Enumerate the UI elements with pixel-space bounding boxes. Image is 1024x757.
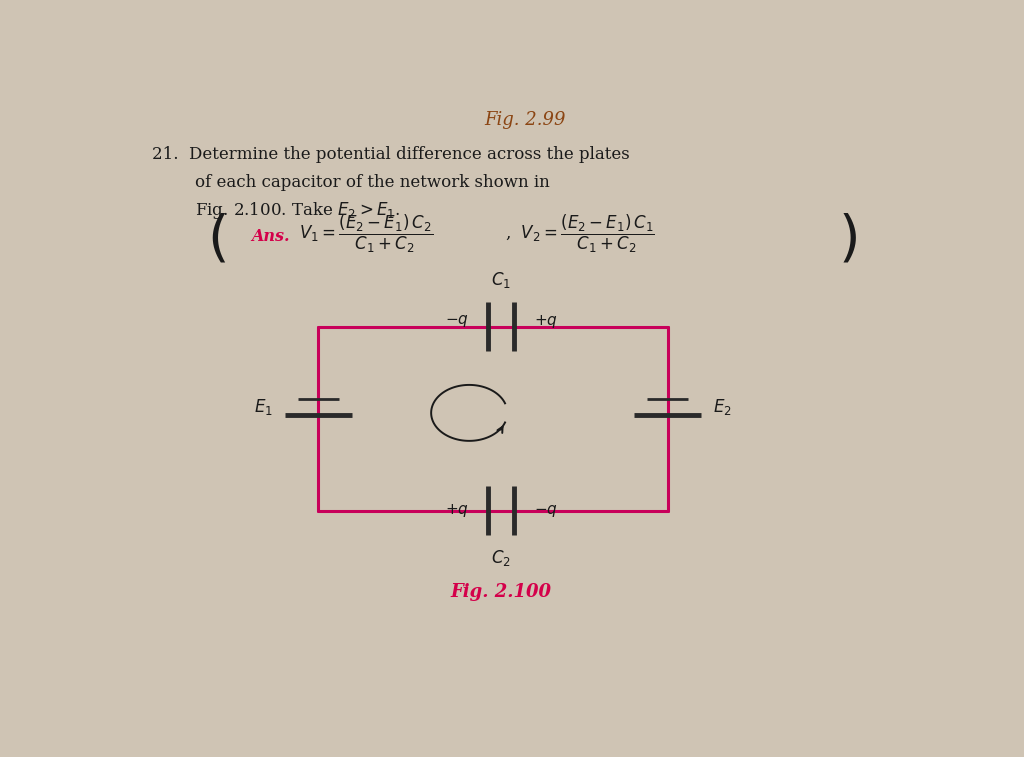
Text: $C_1$: $C_1$ — [490, 269, 511, 290]
Text: $V_1 = \dfrac{(E_2 - E_1)\,C_2}{C_1 + C_2}$: $V_1 = \dfrac{(E_2 - E_1)\,C_2}{C_1 + C_… — [299, 213, 433, 255]
Text: of each capacitor of the network shown in: of each capacitor of the network shown i… — [196, 173, 550, 191]
Text: ,  $V_2 = \dfrac{(E_2 - E_1)\,C_1}{C_1 + C_2}$: , $V_2 = \dfrac{(E_2 - E_1)\,C_1}{C_1 + … — [505, 213, 655, 255]
Text: Ans.: Ans. — [251, 228, 295, 245]
Text: Fig. 2.99: Fig. 2.99 — [484, 111, 565, 129]
Text: $+q$: $+q$ — [534, 313, 557, 329]
Text: 21.  Determine the potential difference across the plates: 21. Determine the potential difference a… — [152, 146, 630, 164]
Text: $-q$: $-q$ — [444, 313, 468, 329]
Text: $+q$: $+q$ — [444, 502, 468, 519]
Text: $-q$: $-q$ — [534, 503, 557, 519]
Text: $E_2$: $E_2$ — [713, 397, 731, 417]
Text: Fig. 2.100: Fig. 2.100 — [451, 584, 552, 601]
Text: $)$: $)$ — [839, 212, 857, 266]
Text: $C_2$: $C_2$ — [492, 548, 511, 568]
Text: $E_1$: $E_1$ — [254, 397, 273, 417]
Text: $($: $($ — [207, 212, 226, 266]
Text: Fig. 2.100. Take $E_2 > E_1$.: Fig. 2.100. Take $E_2 > E_1$. — [196, 201, 400, 222]
